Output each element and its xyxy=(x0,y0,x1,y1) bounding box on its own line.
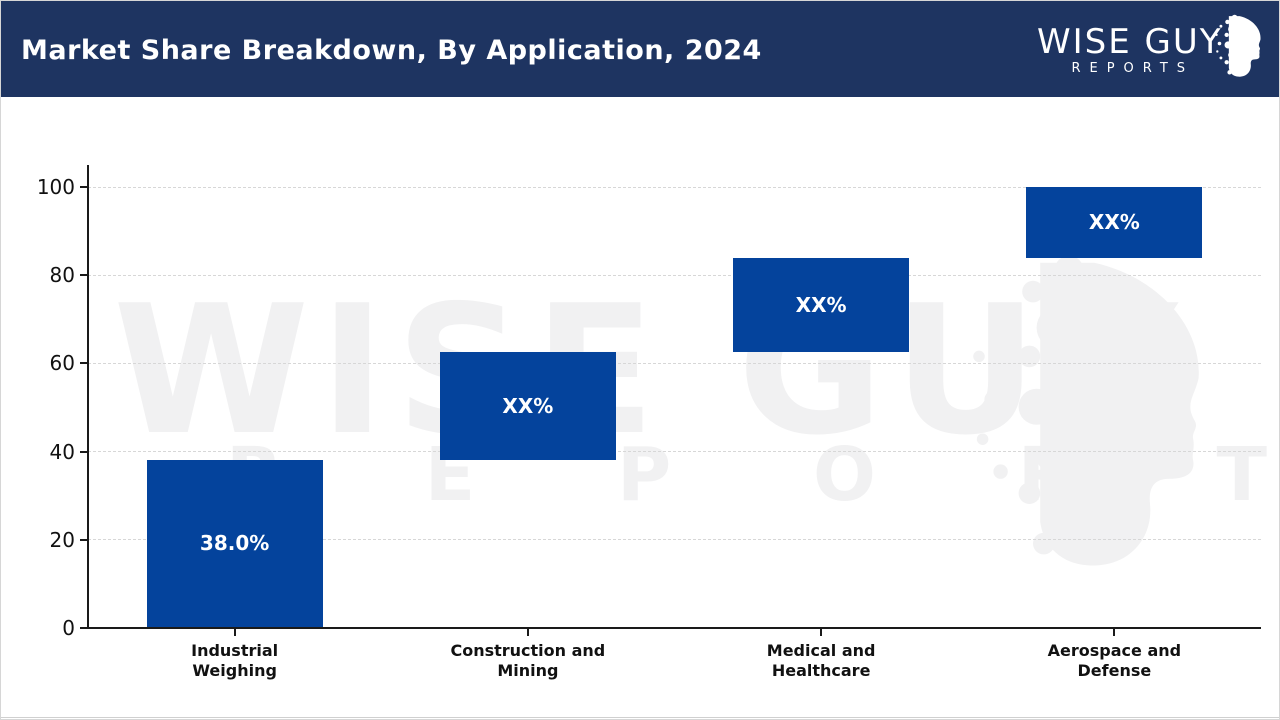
x-axis-label-industrial-weighing: Industrial Weighing xyxy=(115,641,355,681)
y-axis-tick-80 xyxy=(80,274,87,277)
gridline-100 xyxy=(88,186,1261,188)
x-axis-label-line: Aerospace and xyxy=(1047,641,1182,660)
logo-reports-text: REPORTS xyxy=(1071,61,1195,76)
gridline-20 xyxy=(88,539,1261,541)
logo-wise-guy-text: WISE GUY xyxy=(1037,22,1223,62)
y-axis-tick-0 xyxy=(80,627,87,629)
x-axis-tick-medical-and-healthcare xyxy=(820,629,823,636)
x-axis-tick-construction-and-mining xyxy=(526,629,529,636)
y-axis-tick-60 xyxy=(80,362,87,365)
x-axis-tick-aerospace-and-defense xyxy=(1113,629,1116,636)
x-axis-label-line: Construction and xyxy=(450,641,606,660)
x-axis-label-line: Healthcare xyxy=(771,661,871,680)
chart-title: Market Share Breakdown, By Application, … xyxy=(21,35,762,66)
logo-face-dots-icon xyxy=(1215,14,1261,77)
y-axis-tick-label-20: 20 xyxy=(49,527,75,552)
y-axis-tick-label-60: 60 xyxy=(49,351,75,376)
x-axis-label-line: Defense xyxy=(1077,661,1152,680)
y-axis-tick-100 xyxy=(80,186,87,188)
bar-construction-and-mining xyxy=(439,352,616,461)
x-axis-label-line: Industrial xyxy=(191,641,279,660)
y-axis-tick-label-80: 80 xyxy=(49,263,75,288)
x-axis-label-construction-and-mining: Construction and Mining xyxy=(408,641,648,681)
logo-text: WISE GUY REPORTS xyxy=(1037,25,1223,76)
y-axis-tick-label-0: 0 xyxy=(62,616,75,640)
bar-value-label-industrial-weighing: 38.0% xyxy=(199,531,270,556)
y-axis-tick-20 xyxy=(80,538,87,541)
x-axis-label-aerospace-and-defense: Aerospace and Defense xyxy=(994,641,1234,681)
y-axis-tick-label-40: 40 xyxy=(49,439,75,464)
x-axis-tick-industrial-weighing xyxy=(233,629,236,636)
wiseguy-logo: WISE GUY REPORTS xyxy=(1007,5,1267,93)
bar-industrial-weighing xyxy=(146,460,323,628)
x-axis-label-line: Weighing xyxy=(192,661,277,680)
x-axis-label-line: Mining xyxy=(497,661,559,680)
gridline-80 xyxy=(88,274,1261,276)
y-axis-spine xyxy=(87,165,89,629)
bar-aerospace-and-defense xyxy=(1026,187,1203,258)
bar-medical-and-healthcare xyxy=(733,257,910,353)
gridline-40 xyxy=(88,451,1261,453)
bar-value-label-construction-and-mining: XX% xyxy=(502,394,554,419)
y-axis-tick-label-100: 100 xyxy=(36,175,75,199)
bar-value-label-aerospace-and-defense: XX% xyxy=(1088,210,1140,234)
x-axis-label-line: Medical and xyxy=(766,641,876,660)
gridline-60 xyxy=(88,362,1261,364)
y-axis-tick-40 xyxy=(80,450,87,453)
header-bar: Market Share Breakdown, By Application, … xyxy=(1,1,1279,97)
x-axis-label-medical-and-healthcare: Medical and Healthcare xyxy=(701,641,941,681)
x-axis-spine xyxy=(87,627,1261,629)
bar-value-label-medical-and-healthcare: XX% xyxy=(795,292,847,317)
